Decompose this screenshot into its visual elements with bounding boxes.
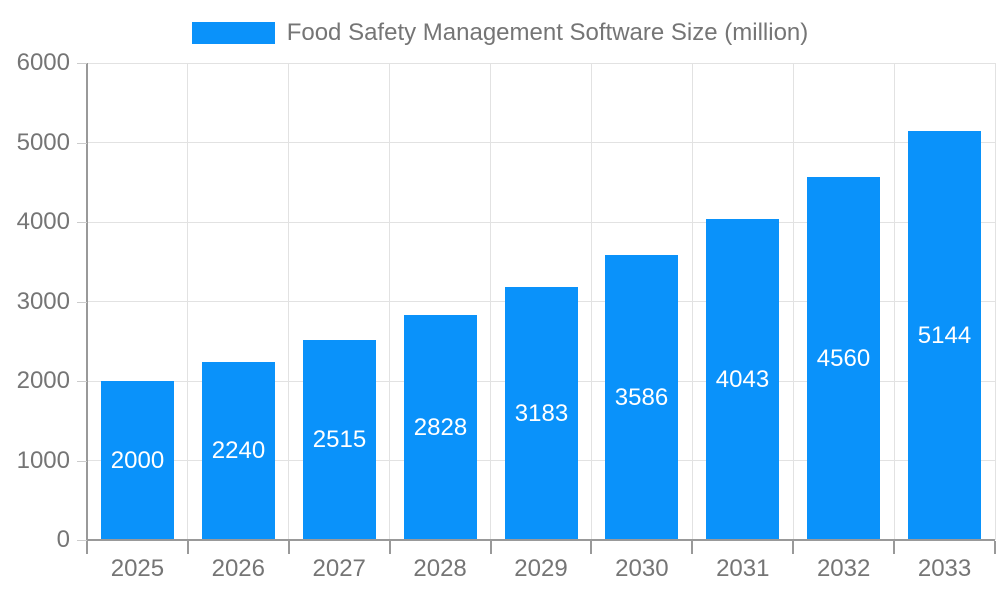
bar-value-label: 4560	[816, 344, 871, 372]
y-axis-tick	[77, 540, 87, 541]
y-axis-line	[86, 63, 88, 553]
gridline-vertical	[691, 63, 693, 540]
gridline-vertical	[187, 63, 189, 540]
x-axis-label-2027: 2027	[312, 555, 366, 582]
y-axis-tick	[77, 142, 87, 144]
gridline-vertical	[590, 63, 592, 540]
x-axis-label-2026: 2026	[211, 555, 265, 582]
x-axis-tick	[792, 541, 795, 554]
y-axis-label: 0	[56, 526, 70, 553]
bar-value-label: 5144	[917, 321, 972, 349]
gridline-vertical	[893, 63, 895, 540]
gridline-horizontal	[87, 221, 995, 223]
gridline-vertical	[792, 63, 794, 540]
bar-2025[interactable]: 2000	[101, 381, 174, 540]
gridline-horizontal	[87, 142, 995, 143]
y-axis-label: 6000	[16, 49, 70, 76]
x-axis-label-2028: 2028	[413, 555, 467, 582]
bar-value-label: 2240	[211, 437, 266, 464]
x-axis-tick	[86, 541, 88, 554]
x-axis-tick	[691, 541, 694, 554]
plot-area: 2000 2240 2515 2828 3183 3586 4043 4560 5144	[87, 62, 996, 540]
y-axis-tick	[77, 63, 87, 64]
x-axis-tick	[489, 541, 492, 554]
y-axis-label: 3000	[16, 287, 70, 315]
x-axis-tick	[994, 541, 996, 554]
x-axis-label-2029: 2029	[514, 555, 568, 582]
x-axis-tick	[186, 541, 189, 554]
y-axis-tick	[77, 381, 87, 382]
bar-2030[interactable]: 3586	[605, 255, 678, 540]
legend-swatch-icon	[191, 22, 275, 44]
bar-value-label: 3586	[614, 383, 669, 411]
gridline-vertical	[288, 63, 290, 540]
bar-value-label: 2000	[110, 446, 165, 474]
x-axis-line	[87, 539, 995, 541]
x-axis-label-2025: 2025	[110, 555, 165, 582]
bar-value-label: 3183	[514, 399, 569, 427]
gridline-vertical	[994, 63, 996, 540]
bar-2028[interactable]: 2828	[404, 315, 477, 540]
y-axis-label: 1000	[16, 446, 70, 474]
x-axis-label-2031: 2031	[716, 555, 770, 582]
bar-2029[interactable]: 3183	[505, 287, 578, 540]
y-axis-label: 2000	[16, 367, 70, 394]
x-axis-tick	[893, 541, 896, 554]
bar-2031[interactable]: 4043	[706, 219, 779, 540]
x-axis-tick	[287, 541, 290, 554]
y-axis-tick	[77, 222, 87, 223]
bar-2026[interactable]: 2240	[202, 362, 275, 540]
legend[interactable]: Food Safety Management Software Size (mi…	[0, 19, 1000, 47]
legend-label: Food Safety Management Software Size (mi…	[286, 19, 809, 46]
bar-value-label: 2515	[312, 426, 367, 453]
bar-2027[interactable]: 2515	[303, 340, 376, 540]
y-axis-label: 5000	[16, 128, 70, 156]
gridline-horizontal	[87, 62, 995, 64]
gridline-vertical	[389, 63, 391, 540]
y-axis-label: 4000	[16, 208, 70, 235]
bar-2033[interactable]: 5144	[908, 131, 981, 540]
x-axis-tick	[388, 541, 391, 554]
x-axis-label-2033: 2033	[917, 555, 972, 582]
gridline-vertical	[490, 63, 492, 540]
x-axis-tick	[590, 541, 593, 554]
bar-2032[interactable]: 4560	[807, 177, 880, 540]
x-axis-label-2030: 2030	[615, 555, 669, 582]
y-axis-tick	[77, 460, 87, 462]
bar-value-label: 4043	[715, 365, 770, 393]
bar-value-label: 2828	[413, 413, 468, 441]
y-axis-tick	[77, 301, 87, 303]
x-axis-label-2032: 2032	[816, 555, 871, 582]
